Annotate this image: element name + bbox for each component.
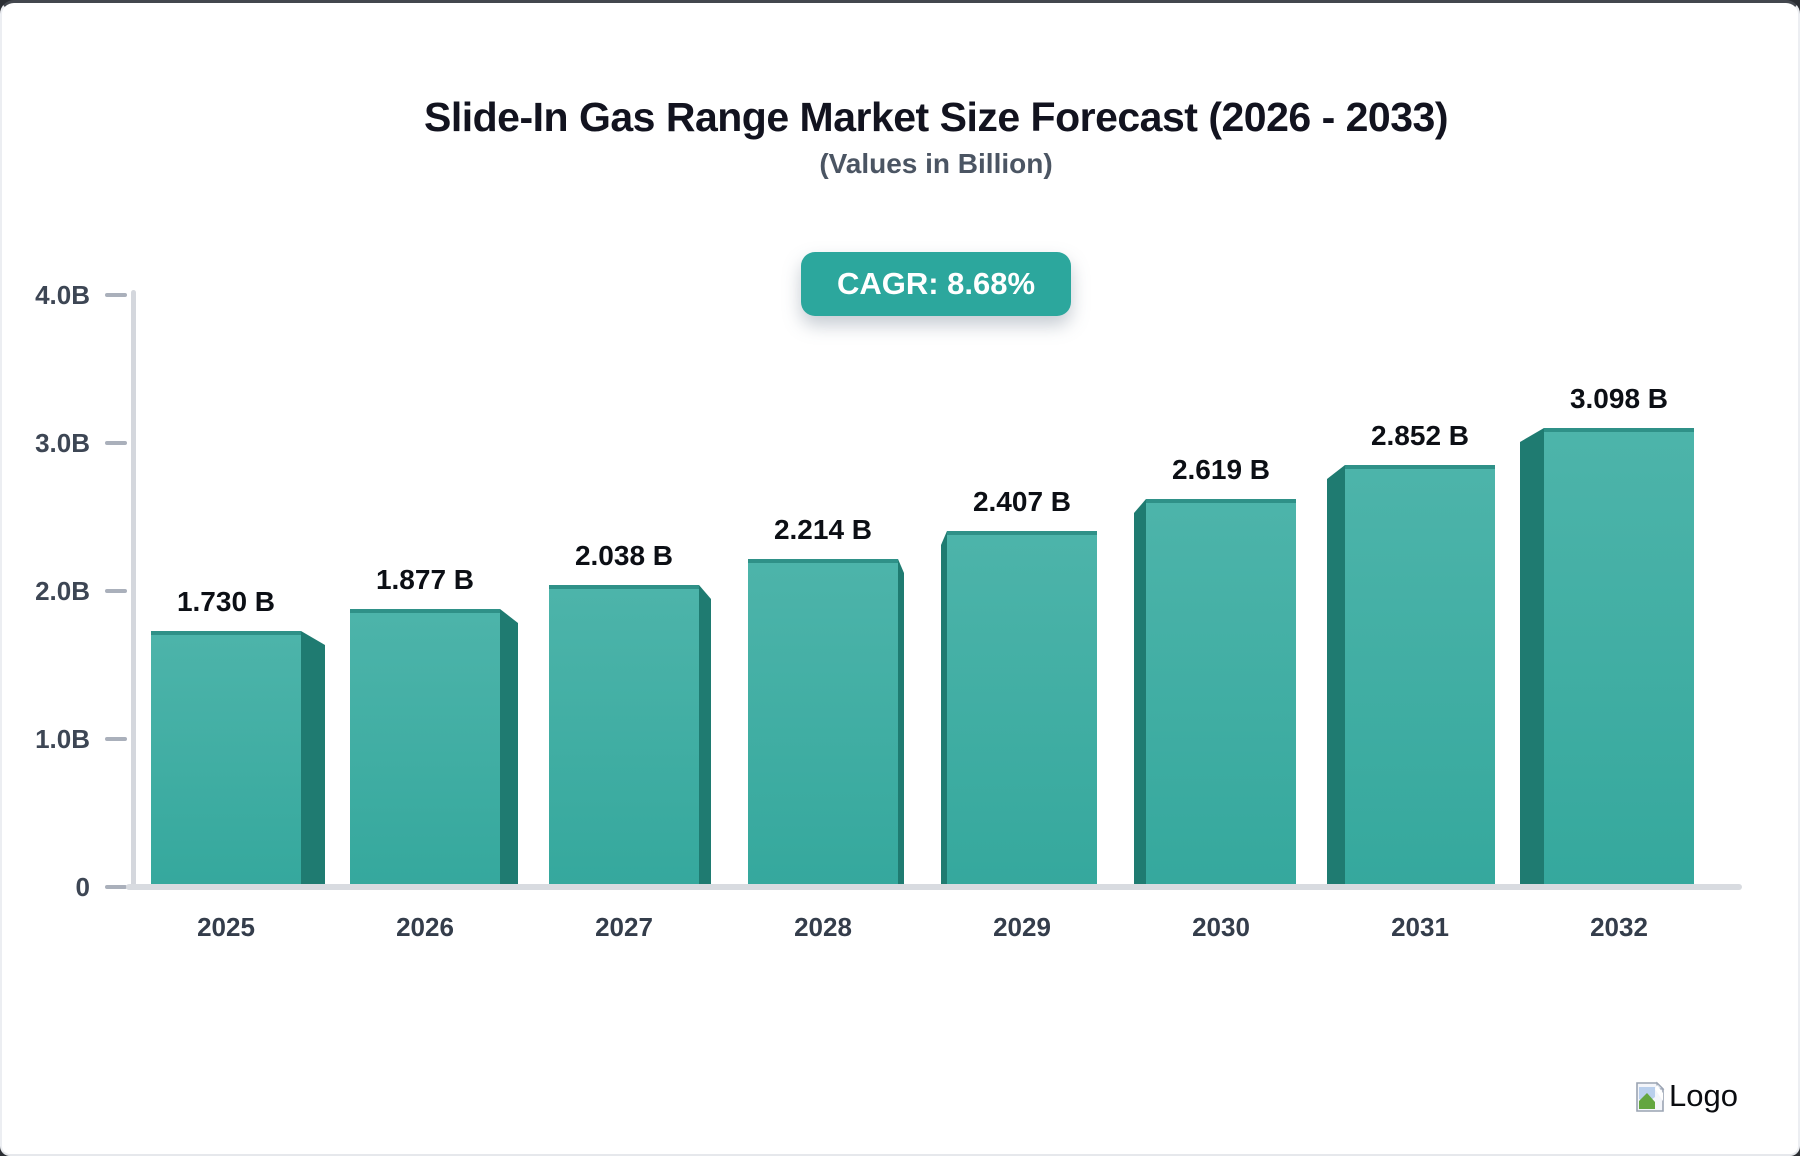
y-axis-tick-mark xyxy=(105,737,127,741)
x-axis-label: 2027 xyxy=(595,912,653,942)
bar-top-edge xyxy=(151,631,301,635)
bar-3d-side xyxy=(898,559,904,887)
y-axis-tick-label: 4.0B xyxy=(35,279,90,310)
cagr-badge: CAGR: 8.68% xyxy=(800,252,1072,316)
x-axis-baseline xyxy=(126,884,1742,890)
bar-3d-side xyxy=(1134,499,1146,887)
bar-3d-side xyxy=(301,631,325,887)
x-axis-label: 2026 xyxy=(396,912,454,942)
bar xyxy=(1345,465,1495,887)
bar-value-label: 2.214 B xyxy=(773,514,873,545)
x-axis-label: 2032 xyxy=(1590,912,1648,942)
bar-value-label: 2.407 B xyxy=(972,486,1072,517)
bar-3d-side xyxy=(1520,428,1544,887)
logo: Logo xyxy=(1635,1078,1738,1114)
y-axis-tick: 0 xyxy=(10,871,127,903)
bar-value-label: 2.619 B xyxy=(1171,454,1271,485)
bar-3d-side xyxy=(1327,465,1345,887)
bar-3d-side xyxy=(500,609,518,887)
cagr-badge-container: CAGR: 8.68% xyxy=(36,252,1800,316)
bar-top-edge xyxy=(1544,428,1694,432)
bar-3d-side xyxy=(941,531,947,887)
y-axis-tick-label: 2.0B xyxy=(35,575,90,606)
bar-value-label: 3.098 B xyxy=(1569,383,1669,414)
y-axis-tick-label: 1.0B xyxy=(35,723,90,754)
bar-value-label: 1.730 B xyxy=(176,586,276,617)
logo-broken-image-icon xyxy=(1636,1081,1665,1112)
bar-top-edge xyxy=(748,559,898,563)
bar xyxy=(350,609,500,887)
bar xyxy=(1146,499,1296,887)
bar xyxy=(151,631,301,887)
bar-top-edge xyxy=(947,531,1097,535)
bar-value-label: 2.038 B xyxy=(574,540,674,571)
x-axis-label: 2031 xyxy=(1391,912,1449,942)
x-axis-label: 2028 xyxy=(794,912,852,942)
y-axis-tick-label: 0 xyxy=(75,871,90,902)
bar-value-label: 2.852 B xyxy=(1370,420,1470,451)
bar-top-edge xyxy=(549,585,699,589)
bar-top-edge xyxy=(1146,499,1296,503)
bar xyxy=(947,531,1097,887)
y-axis-tick-label: 3.0B xyxy=(35,427,90,458)
y-axis-tick: 3.0B xyxy=(10,427,127,459)
y-axis-tick: 4.0B xyxy=(10,279,127,311)
x-axis-label: 2030 xyxy=(1192,912,1250,942)
chart-title: Slide-In Gas Range Market Size Forecast … xyxy=(424,94,1449,140)
chart-subtitle: (Values in Billion) xyxy=(819,148,1053,179)
bar xyxy=(1544,428,1694,887)
bar-top-edge xyxy=(350,609,500,613)
logo-alt-text: Logo xyxy=(1669,1078,1738,1113)
bar-value-label: 1.877 B xyxy=(375,564,475,595)
y-axis-tick-mark xyxy=(105,293,127,297)
y-axis-tick-mark xyxy=(105,441,127,445)
y-axis-tick: 2.0B xyxy=(10,575,127,607)
bar-3d-side xyxy=(699,585,711,887)
bar-top-edge xyxy=(1345,465,1495,469)
x-axis-label: 2025 xyxy=(197,912,255,942)
y-axis-tick-mark xyxy=(105,589,127,593)
bar xyxy=(549,585,699,887)
bar xyxy=(748,559,898,887)
x-axis-label: 2029 xyxy=(993,912,1051,942)
y-axis-tick: 1.0B xyxy=(10,723,127,755)
y-axis-tick-mark xyxy=(105,885,127,889)
y-axis-line xyxy=(131,290,136,887)
